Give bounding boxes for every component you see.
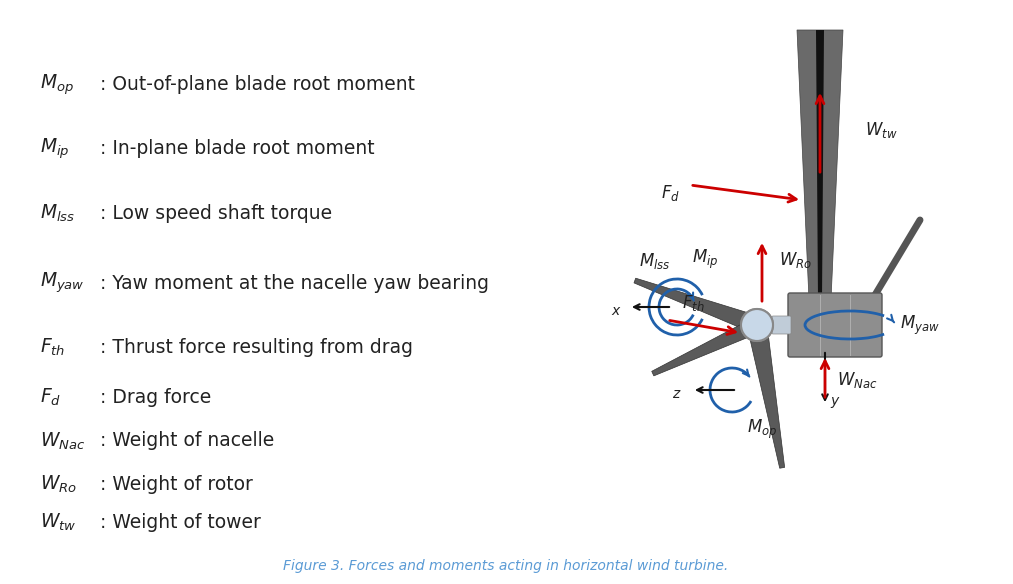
Text: $M_{ip}$: $M_{ip}$: [40, 137, 70, 161]
Polygon shape: [816, 30, 824, 300]
Polygon shape: [748, 324, 785, 468]
Text: $W_{Ro}$: $W_{Ro}$: [779, 250, 812, 270]
Text: $M_{op}$: $M_{op}$: [40, 72, 74, 97]
Text: Figure 3. Forces and moments acting in horizontal wind turbine.: Figure 3. Forces and moments acting in h…: [284, 559, 728, 573]
Text: $M_{lss}$: $M_{lss}$: [639, 251, 671, 271]
Text: $F_{d}$: $F_{d}$: [40, 387, 61, 408]
Text: $z$: $z$: [673, 387, 682, 401]
Text: $W_{tw}$: $W_{tw}$: [865, 120, 898, 140]
Text: $W_{Ro}$: $W_{Ro}$: [40, 474, 77, 495]
Polygon shape: [797, 30, 843, 300]
Text: $F_{th}$: $F_{th}$: [682, 293, 705, 313]
Text: $W_{Nac}$: $W_{Nac}$: [837, 370, 877, 390]
Text: : Weight of rotor: : Weight of rotor: [100, 475, 253, 494]
Text: $M_{yaw}$: $M_{yaw}$: [40, 271, 85, 296]
Text: $x$: $x$: [611, 304, 622, 318]
Polygon shape: [634, 278, 760, 333]
Text: : Thrust force resulting from drag: : Thrust force resulting from drag: [100, 338, 413, 357]
Text: : Weight of nacelle: : Weight of nacelle: [100, 432, 275, 450]
Text: : Weight of tower: : Weight of tower: [100, 513, 261, 532]
Text: $M_{ip}$: $M_{ip}$: [692, 248, 718, 271]
Circle shape: [741, 309, 773, 341]
Circle shape: [741, 309, 773, 341]
Text: $M_{lss}$: $M_{lss}$: [40, 203, 75, 224]
Text: : In-plane blade root moment: : In-plane blade root moment: [100, 140, 375, 158]
FancyBboxPatch shape: [788, 293, 882, 357]
Text: $W_{Nac}$: $W_{Nac}$: [40, 430, 85, 451]
Text: $W_{tw}$: $W_{tw}$: [40, 512, 76, 533]
Text: $M_{yaw}$: $M_{yaw}$: [900, 314, 940, 336]
Text: : Drag force: : Drag force: [100, 388, 212, 406]
Text: : Low speed shaft torque: : Low speed shaft torque: [100, 204, 332, 223]
Polygon shape: [651, 318, 761, 376]
FancyBboxPatch shape: [772, 316, 791, 334]
Text: $M_{op}$: $M_{op}$: [747, 418, 777, 441]
Text: $F_{th}$: $F_{th}$: [40, 337, 66, 358]
Text: $y$: $y$: [830, 395, 841, 410]
Text: : Out-of-plane blade root moment: : Out-of-plane blade root moment: [100, 75, 415, 94]
Text: : Yaw moment at the nacelle yaw bearing: : Yaw moment at the nacelle yaw bearing: [100, 274, 489, 293]
Text: $F_{d}$: $F_{d}$: [661, 183, 680, 203]
